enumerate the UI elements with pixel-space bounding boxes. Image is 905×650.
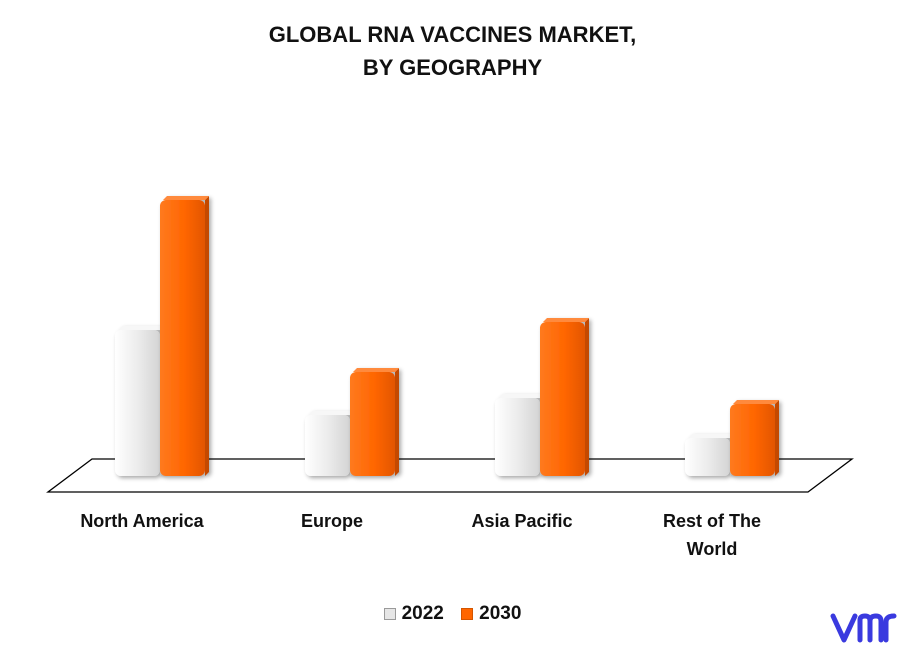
bar-top	[353, 368, 399, 372]
x-label-asia-pacific: Asia Pacific	[471, 511, 572, 531]
bar-2022-europe	[305, 411, 354, 476]
bar-top	[543, 318, 589, 322]
bar-side	[395, 368, 399, 476]
bar-2030-north-america	[160, 196, 209, 476]
bar-front	[730, 404, 775, 476]
bar-front	[305, 415, 350, 476]
legend-label-2022: 2022	[401, 603, 444, 624]
x-label-europe: Europe	[301, 511, 363, 531]
chart-title: GLOBAL RNA VACCINES MARKET, BY GEOGRAPHY	[0, 18, 905, 84]
bar-side	[205, 196, 209, 476]
bar-2030-rest-of-the-world	[730, 400, 779, 476]
legend-swatch-2022	[383, 608, 396, 620]
bars-group	[115, 196, 779, 476]
legend-label-2030: 2030	[479, 603, 522, 624]
bar-front	[685, 438, 730, 476]
bar-front	[495, 398, 540, 476]
bar-2022-north-america	[115, 326, 164, 476]
bar-front	[350, 372, 395, 476]
x-label-rest-of-the-world: Rest of The World	[663, 511, 761, 559]
bar-top	[163, 196, 209, 200]
chart-floor	[46, 458, 854, 493]
vmr-logo-icon	[830, 613, 897, 643]
bar-side	[585, 318, 589, 476]
bar-top	[688, 434, 734, 438]
bar-side	[775, 400, 779, 476]
bar-2030-asia-pacific	[540, 318, 589, 476]
bar-2030-europe	[350, 368, 399, 476]
bar-front	[160, 200, 205, 476]
bar-top	[118, 326, 164, 330]
chart-title-line-1: GLOBAL RNA VACCINES MARKET,	[268, 22, 637, 47]
chart-title-line-2: BY GEOGRAPHY	[362, 55, 543, 80]
x-axis-labels: North America Europe Asia Pacific Rest of T…	[80, 511, 761, 559]
bar-front	[115, 330, 160, 476]
legend-swatch-2030	[461, 608, 474, 620]
bar-top	[308, 411, 354, 415]
bar-top	[498, 394, 544, 398]
legend-item-2030: 2030	[461, 603, 521, 625]
bar-2022-asia-pacific	[495, 394, 544, 476]
legend: 2022 2030	[0, 603, 905, 626]
x-label-north-america: North America	[80, 511, 204, 531]
bar-top	[733, 400, 779, 404]
bar-2022-rest-of-the-world	[685, 434, 734, 476]
bar-front	[540, 322, 585, 476]
legend-item-2022: 2022	[383, 603, 444, 625]
